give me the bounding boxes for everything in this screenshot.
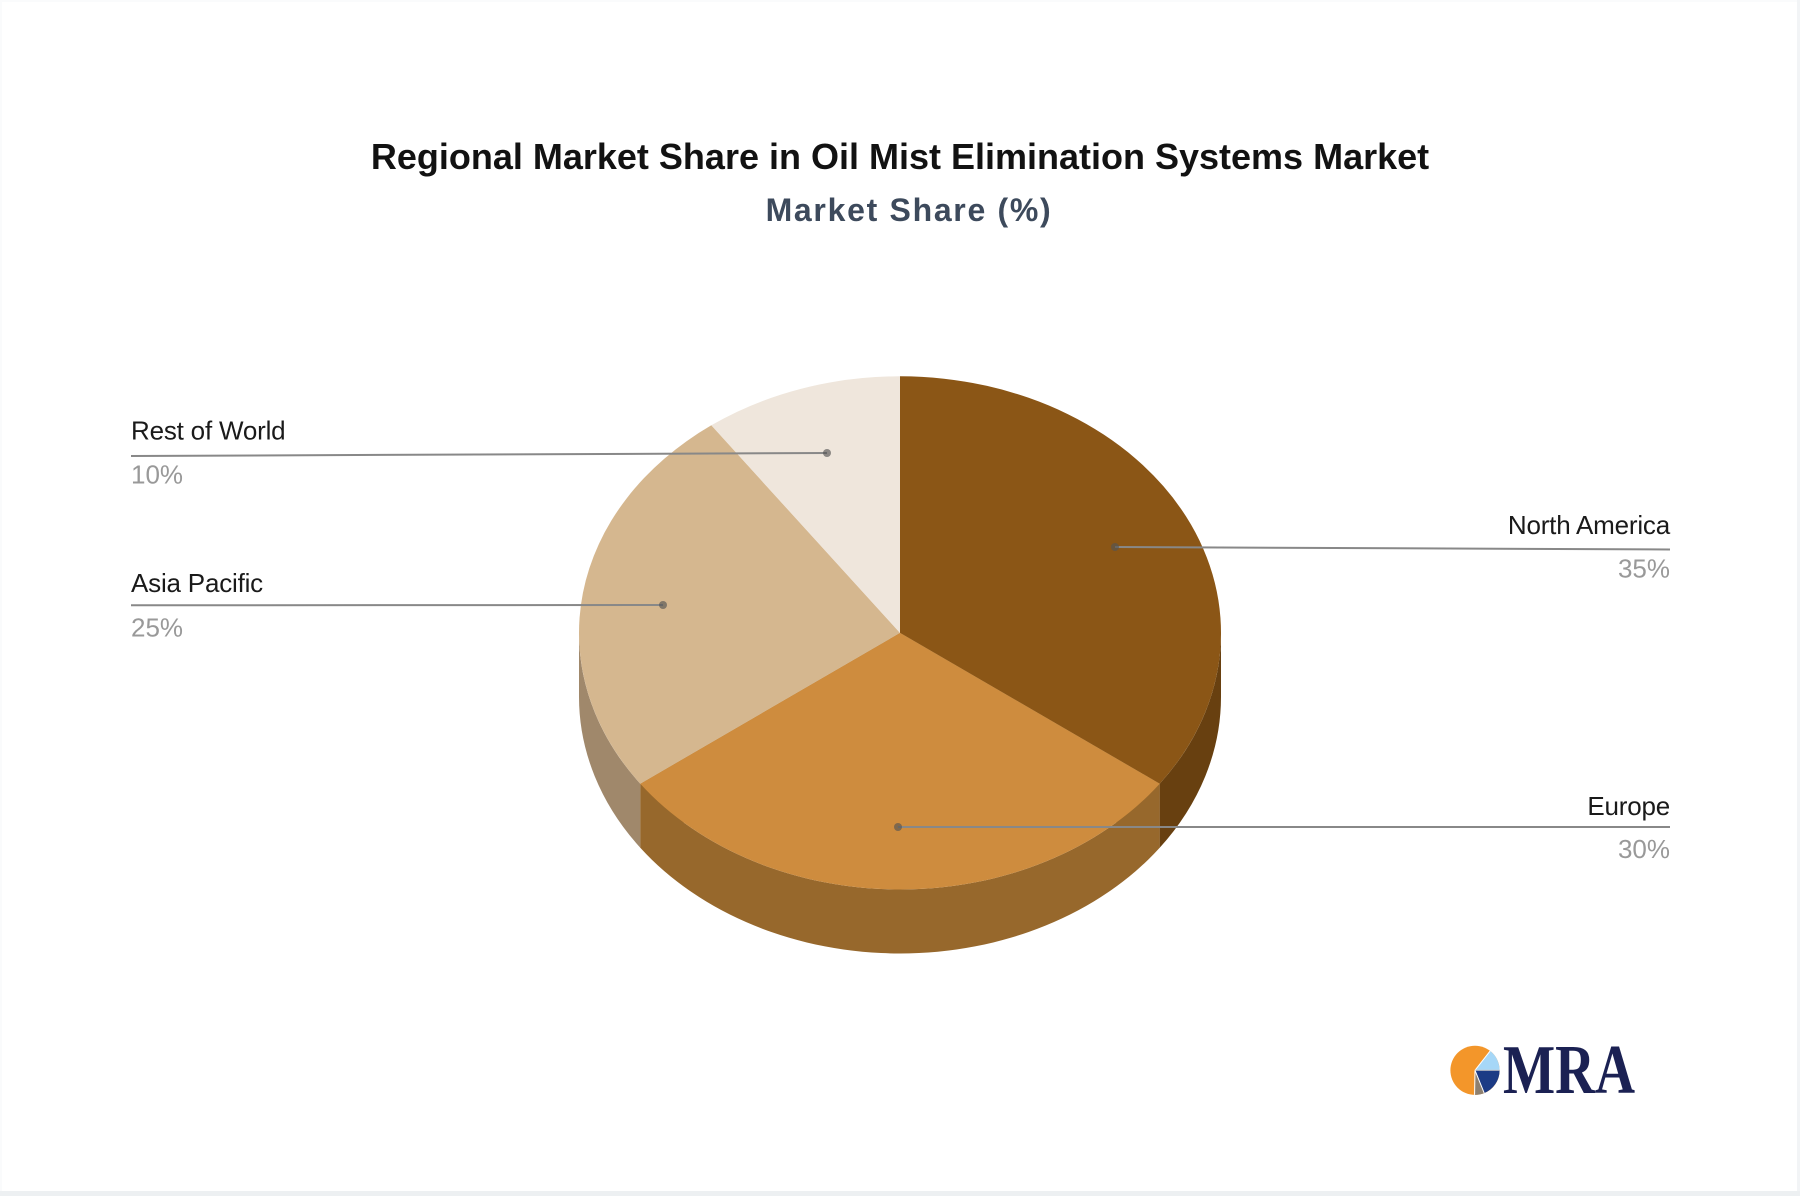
svg-text:Regional Market Share in Oil M: Regional Market Share in Oil Mist Elimin…	[371, 136, 1429, 177]
svg-text:Rest of World: Rest of World	[131, 416, 285, 446]
svg-text:MRA: MRA	[1503, 1031, 1635, 1109]
svg-text:35%: 35%	[1618, 554, 1670, 584]
svg-text:30%: 30%	[1618, 834, 1670, 864]
svg-text:Europe: Europe	[1587, 791, 1670, 821]
svg-text:Market Share (%): Market Share (%)	[766, 192, 1053, 228]
svg-text:25%: 25%	[131, 613, 183, 643]
svg-text:Asia Pacific: Asia Pacific	[131, 568, 263, 598]
svg-text:North America: North America	[1508, 510, 1671, 540]
svg-text:10%: 10%	[131, 460, 183, 490]
